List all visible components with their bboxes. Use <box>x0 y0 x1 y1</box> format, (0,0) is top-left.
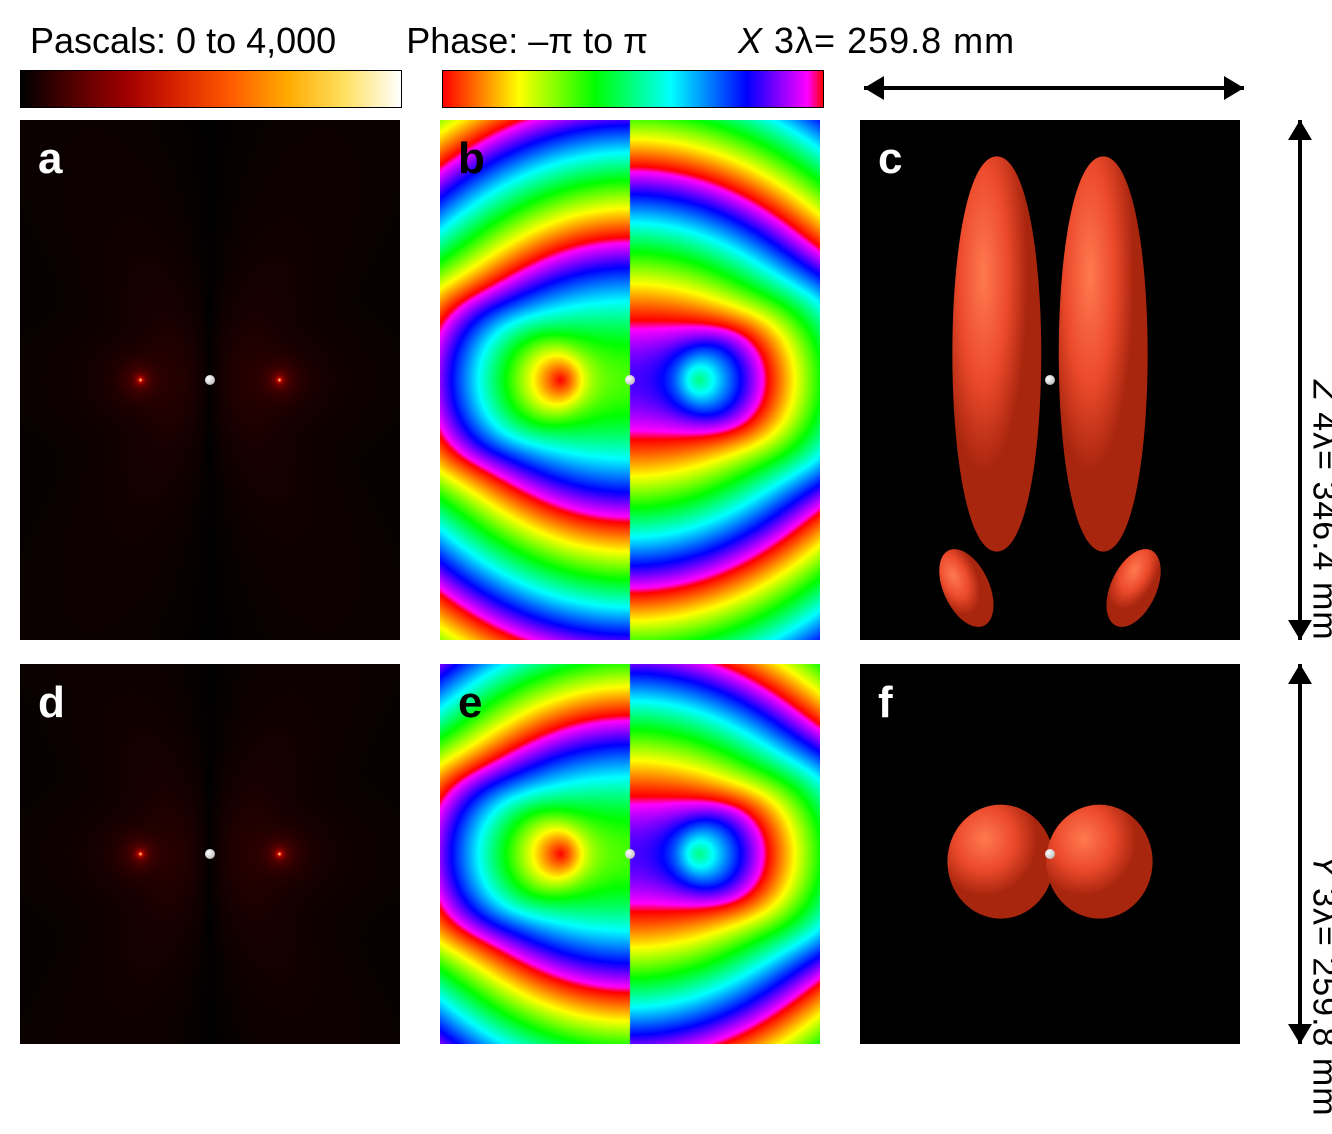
panel-b-label: b <box>458 134 485 184</box>
y-dimension-arrow: Y 3λ= 259.8 mm <box>1280 664 1332 1044</box>
bead-icon <box>205 375 215 385</box>
panel-a-label: a <box>38 134 62 184</box>
pascals-label: Pascals: 0 to 4,000 <box>30 20 336 62</box>
colorbars-row <box>20 70 1312 108</box>
y-dimension-label: Y 3λ= 259.8 mm <box>1305 854 1332 1117</box>
panel-d-label: d <box>38 678 65 728</box>
panel-e: e <box>440 664 820 1044</box>
phase-colorbar <box>442 70 824 108</box>
panel-e-label: e <box>458 678 482 728</box>
bead-icon <box>205 849 215 859</box>
bead-icon <box>1045 375 1055 385</box>
phase-label: Phase: –π to π <box>406 20 648 62</box>
panel-a: a <box>20 120 400 640</box>
figure: Pascals: 0 to 4,000 Phase: –π to π X 3λ=… <box>20 20 1312 1114</box>
panel-f-label: f <box>878 678 893 728</box>
arrow-line <box>864 86 1244 90</box>
panel-b: b <box>440 120 820 640</box>
z-dimension-arrow: Z 4λ= 346.4 mm <box>1280 120 1332 640</box>
x-dimension-label: X 3λ= 259.8 mm <box>738 20 1015 62</box>
bead-icon <box>625 849 635 859</box>
pascals-colorbar <box>20 70 402 108</box>
top-labels-row: Pascals: 0 to 4,000 Phase: –π to π X 3λ=… <box>20 20 1312 62</box>
arrow-line <box>1298 120 1302 640</box>
panel-d: d <box>20 664 400 1044</box>
x-dimension-arrow <box>864 70 1244 106</box>
panel-c: c <box>860 120 1240 640</box>
panel-f: f <box>860 664 1240 1044</box>
arrow-line <box>1298 664 1302 1044</box>
z-dimension-label: Z 4λ= 346.4 mm <box>1305 380 1332 641</box>
panel-grid: a b c Z 4λ= 346.4 mm d <box>20 120 1312 1044</box>
panel-c-label: c <box>878 134 902 184</box>
arrow-right-icon <box>1224 76 1244 100</box>
bead-icon <box>1045 849 1055 859</box>
bead-icon <box>625 375 635 385</box>
